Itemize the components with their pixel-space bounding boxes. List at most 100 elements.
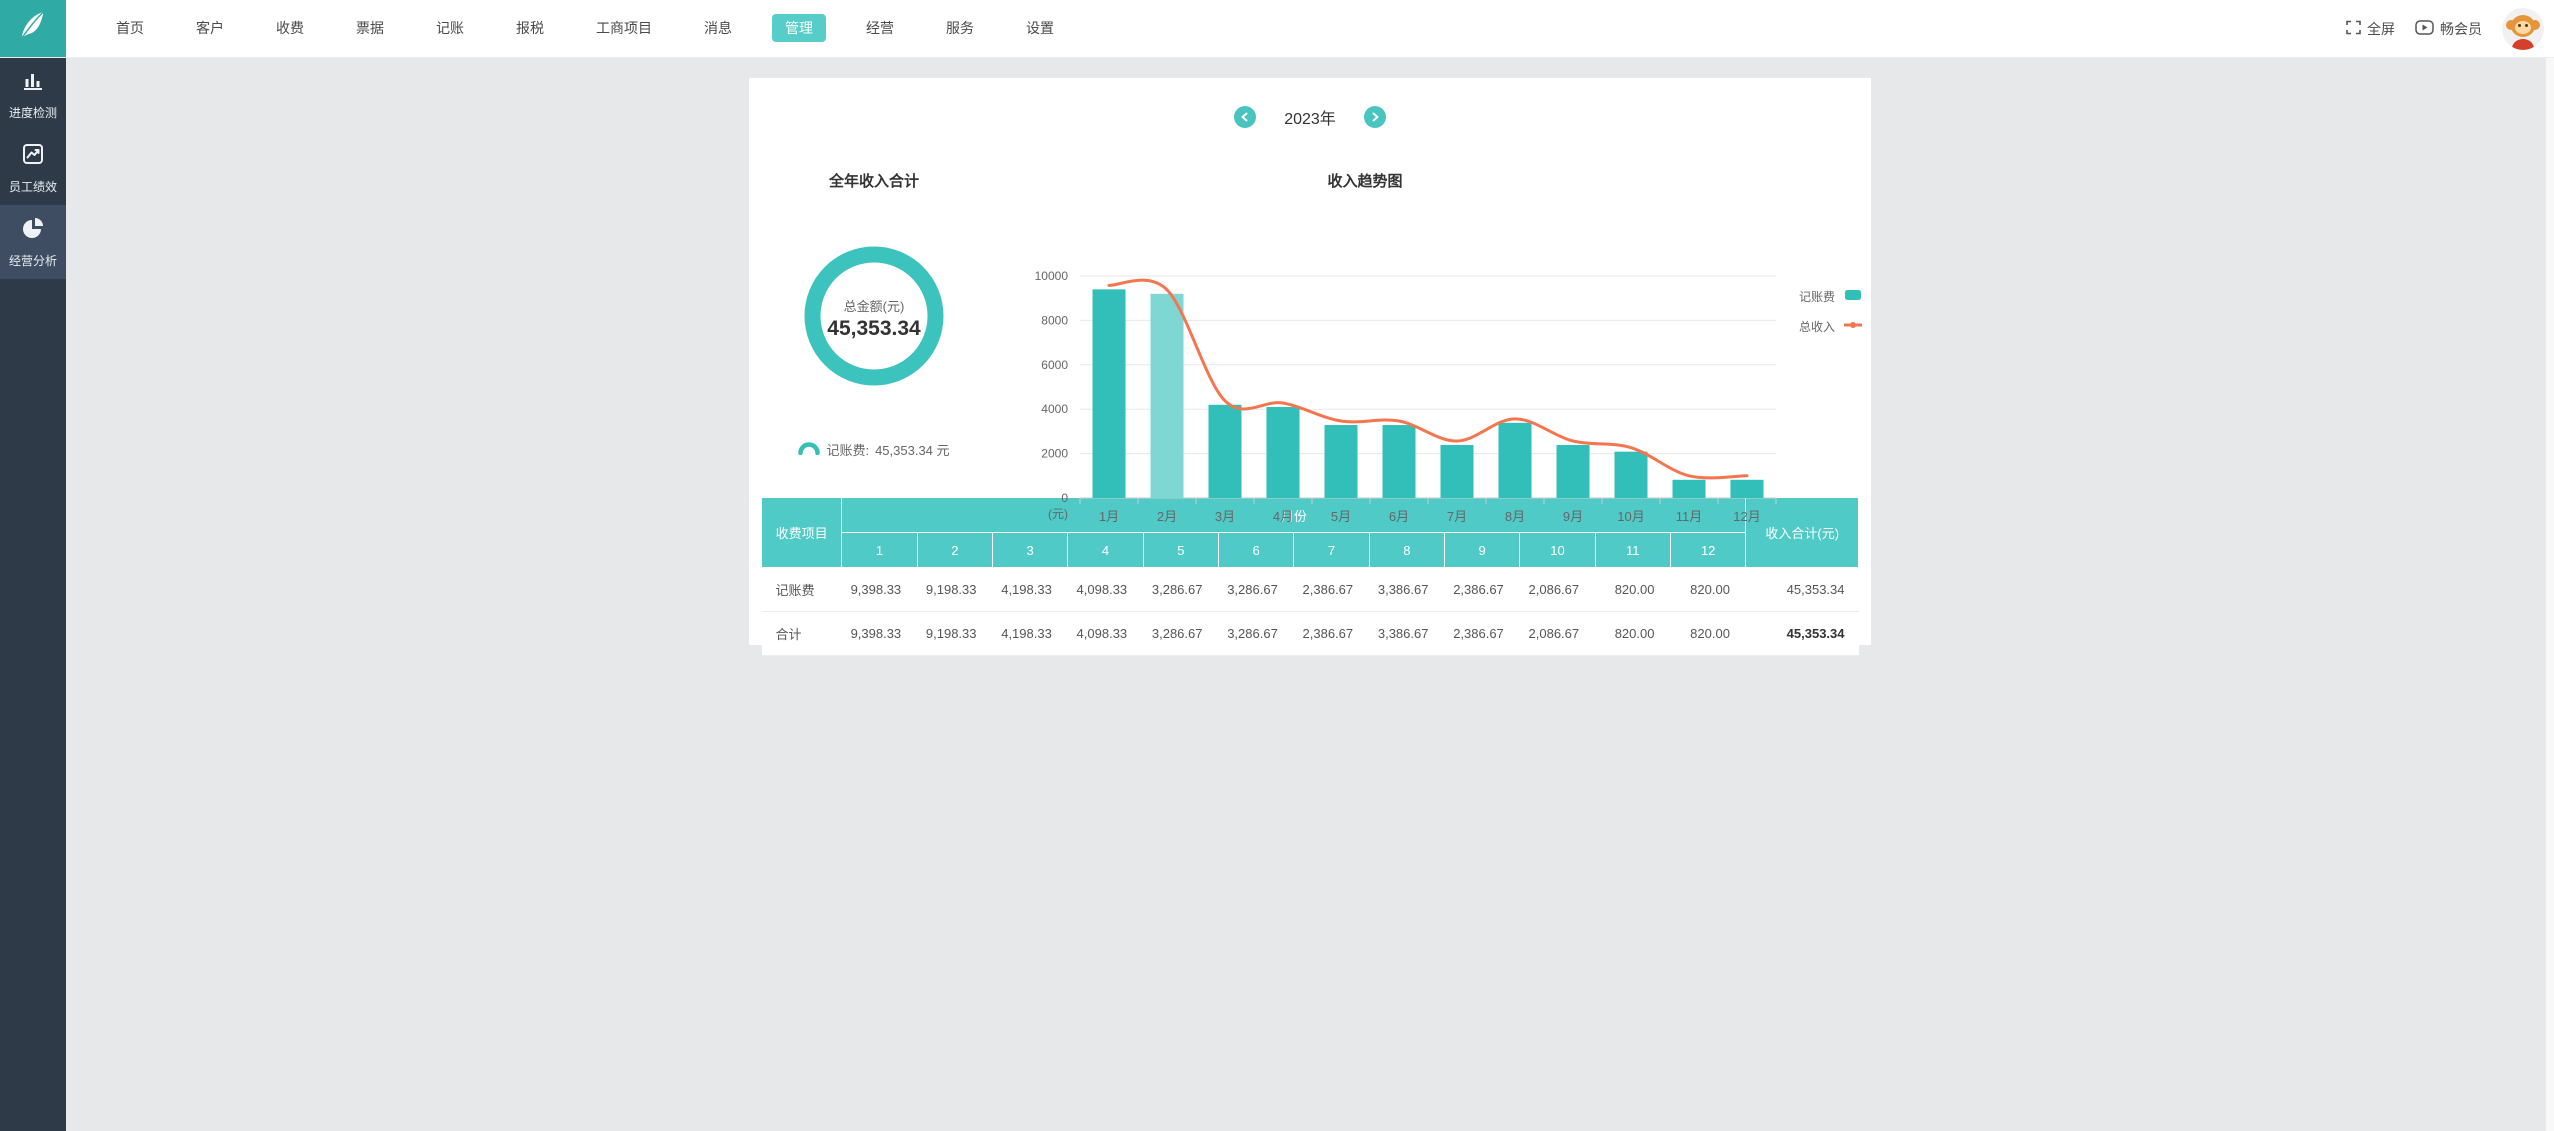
month-header-2: 2 — [916, 532, 994, 568]
sidebar-item-label: 员工绩效 — [8, 179, 57, 194]
fullscreen-button[interactable]: 全屏 — [2346, 19, 2395, 39]
nav-item-4[interactable]: 票据 — [356, 20, 384, 36]
bar-9月 — [1556, 445, 1590, 498]
topbar: 首页 客户 收费 票据 记账 报税 工商项目 消息 管理 经营 服务 设置 全屏 畅会员 — [0, 0, 2554, 58]
month-value-cell: 3,286.67 — [1218, 611, 1294, 656]
month-header-7: 7 — [1293, 532, 1370, 568]
donut-legend-value: 45,353.34 元 — [875, 443, 950, 458]
year-navigation: 2023年 — [749, 78, 1871, 142]
legend-item-记账费[interactable]: 记账费 — [1799, 288, 1863, 305]
nav-active-pill: 管理 — [772, 14, 826, 42]
member-button[interactable]: 畅会员 — [2415, 19, 2482, 39]
table-row: 合计 9,398.33 9,198.33 4,198.33 4,098.33 3,286.… — [761, 611, 1859, 656]
monthly-table-wrap: 收费项目 月份 收入合计(元) 1 2 3 4 5 6 7 8 9 10 11 12 记账费 9,398.33 9… — [749, 497, 1871, 656]
svg-text:1月: 1月 — [1099, 509, 1119, 524]
donut-center-label: 总金额(元) — [844, 299, 905, 314]
month-value-cell: 2,086.67 — [1519, 611, 1596, 656]
month-value-cell: 2,386.67 — [1444, 611, 1520, 656]
svg-text:11月: 11月 — [1676, 509, 1703, 524]
svg-text:6月: 6月 — [1389, 509, 1409, 524]
avatar-art — [2512, 38, 2534, 50]
sidebar: 进度检测员工绩效经营分析 — [0, 57, 66, 1131]
nav-item-6[interactable]: 报税 — [516, 20, 544, 36]
income-trend-panel: 收入趋势图 0 2000 4000 6000 8000 10000 (元) 1月 2月 3月 4月 5… — [999, 142, 1871, 524]
svg-text:2月: 2月 — [1157, 509, 1177, 524]
svg-text:8月: 8月 — [1505, 509, 1525, 524]
month-value-cell: 820.00 — [1670, 567, 1746, 612]
arc-legend-icon — [798, 441, 821, 458]
svg-text:(元): (元) — [1048, 507, 1068, 521]
svg-text:2000: 2000 — [1041, 447, 1068, 461]
line-chart-icon — [21, 142, 45, 171]
nav-item-11[interactable]: 服务 — [946, 20, 974, 36]
annual-summary-title: 全年收入合计 — [828, 173, 919, 190]
legend-label: 总收入 — [1798, 320, 1835, 334]
svg-text:6000: 6000 — [1041, 358, 1068, 372]
nav-item-10[interactable]: 经营 — [866, 20, 894, 36]
member-label: 畅会员 — [2440, 20, 2482, 37]
svg-text:0: 0 — [1061, 491, 1068, 505]
next-year-button[interactable] — [1363, 106, 1386, 128]
app-logo[interactable] — [0, 0, 66, 57]
month-value-cell: 820.00 — [1670, 611, 1746, 656]
nav-item-7[interactable]: 工商项目 — [596, 20, 652, 36]
trend-chart-canvas[interactable]: 0 2000 4000 6000 8000 10000 (元) 1月 2月 3月 4月 5月 6月 7月 8… — [1019, 192, 1819, 524]
nav-item-3[interactable]: 收费 — [276, 20, 304, 36]
bar-7月 — [1440, 445, 1474, 498]
feather-logo-icon — [14, 7, 52, 50]
month-value-cell: 820.00 — [1595, 611, 1671, 656]
donut-legend-item[interactable]: 记账费: 45,353.34 元 — [798, 440, 950, 459]
sidebar-item-label: 经营分析 — [8, 253, 57, 268]
month-value-cell: 9,198.33 — [917, 611, 993, 656]
nav-item-5[interactable]: 记账 — [436, 20, 464, 36]
sidebar-item-1[interactable]: 进度检测 — [0, 57, 66, 131]
chevron-left-icon — [1241, 112, 1248, 122]
nav-item-12[interactable]: 设置 — [1026, 20, 1054, 36]
legend-item-总收入[interactable]: 总收入 — [1799, 318, 1863, 335]
line-legend-marker — [1843, 319, 1863, 334]
sidebar-item-label: 进度检测 — [8, 105, 57, 120]
bar-2月 — [1150, 293, 1184, 498]
topbar-right: 全屏 畅会员 — [2346, 7, 2554, 50]
sidebar-item-2[interactable]: 员工绩效 — [0, 131, 66, 205]
month-value-cell: 9,198.33 — [917, 567, 993, 612]
row-item-label: 合计 — [761, 611, 842, 656]
avatar-art — [2515, 20, 2531, 34]
month-value-cell: 2,086.67 — [1519, 567, 1596, 612]
page-scrollbar[interactable] — [2545, 57, 2554, 1131]
svg-text:10月: 10月 — [1617, 509, 1644, 524]
row-total-cell: 45,353.34 — [1745, 611, 1859, 656]
sidebar-item-3[interactable]: 经营分析 — [0, 205, 66, 279]
bar-8月 — [1498, 422, 1532, 498]
avatar-art — [2518, 23, 2521, 27]
bar-1月 — [1092, 289, 1126, 498]
month-header-12: 12 — [1669, 532, 1747, 568]
svg-text:4月: 4月 — [1273, 509, 1293, 524]
month-value-cell: 2,386.67 — [1293, 611, 1370, 656]
year-label: 2023年 — [1284, 111, 1336, 128]
bar-4月 — [1266, 407, 1300, 498]
svg-text:7月: 7月 — [1447, 509, 1467, 524]
prev-year-button[interactable] — [1234, 106, 1257, 128]
month-value-cell: 9,398.33 — [841, 611, 918, 656]
fullscreen-label: 全屏 — [2367, 20, 2395, 37]
donut-chart[interactable]: 总金额(元) 45,353.34 — [789, 231, 959, 406]
month-header-11: 11 — [1594, 532, 1671, 568]
month-value-cell: 3,386.67 — [1369, 611, 1445, 656]
month-value-cell: 3,286.67 — [1143, 611, 1219, 656]
month-header-5: 5 — [1142, 532, 1219, 568]
svg-text:5月: 5月 — [1331, 509, 1351, 524]
row-item-label: 记账费 — [761, 567, 842, 612]
user-avatar[interactable] — [2502, 7, 2544, 50]
avatar-art — [2530, 19, 2540, 30]
table-row: 记账费 9,398.33 9,198.33 4,198.33 4,098.33 3,286… — [761, 567, 1859, 612]
nav-item-1[interactable]: 首页 — [116, 20, 144, 36]
month-header-6: 6 — [1217, 532, 1295, 568]
nav-item-9[interactable]: 管理 — [758, 0, 840, 57]
bar-6月 — [1382, 425, 1416, 498]
month-value-cell: 820.00 — [1595, 567, 1671, 612]
nav-item-8[interactable]: 消息 — [704, 20, 732, 36]
bar-12月 — [1730, 479, 1764, 498]
nav-item-2[interactable]: 客户 — [196, 20, 224, 36]
